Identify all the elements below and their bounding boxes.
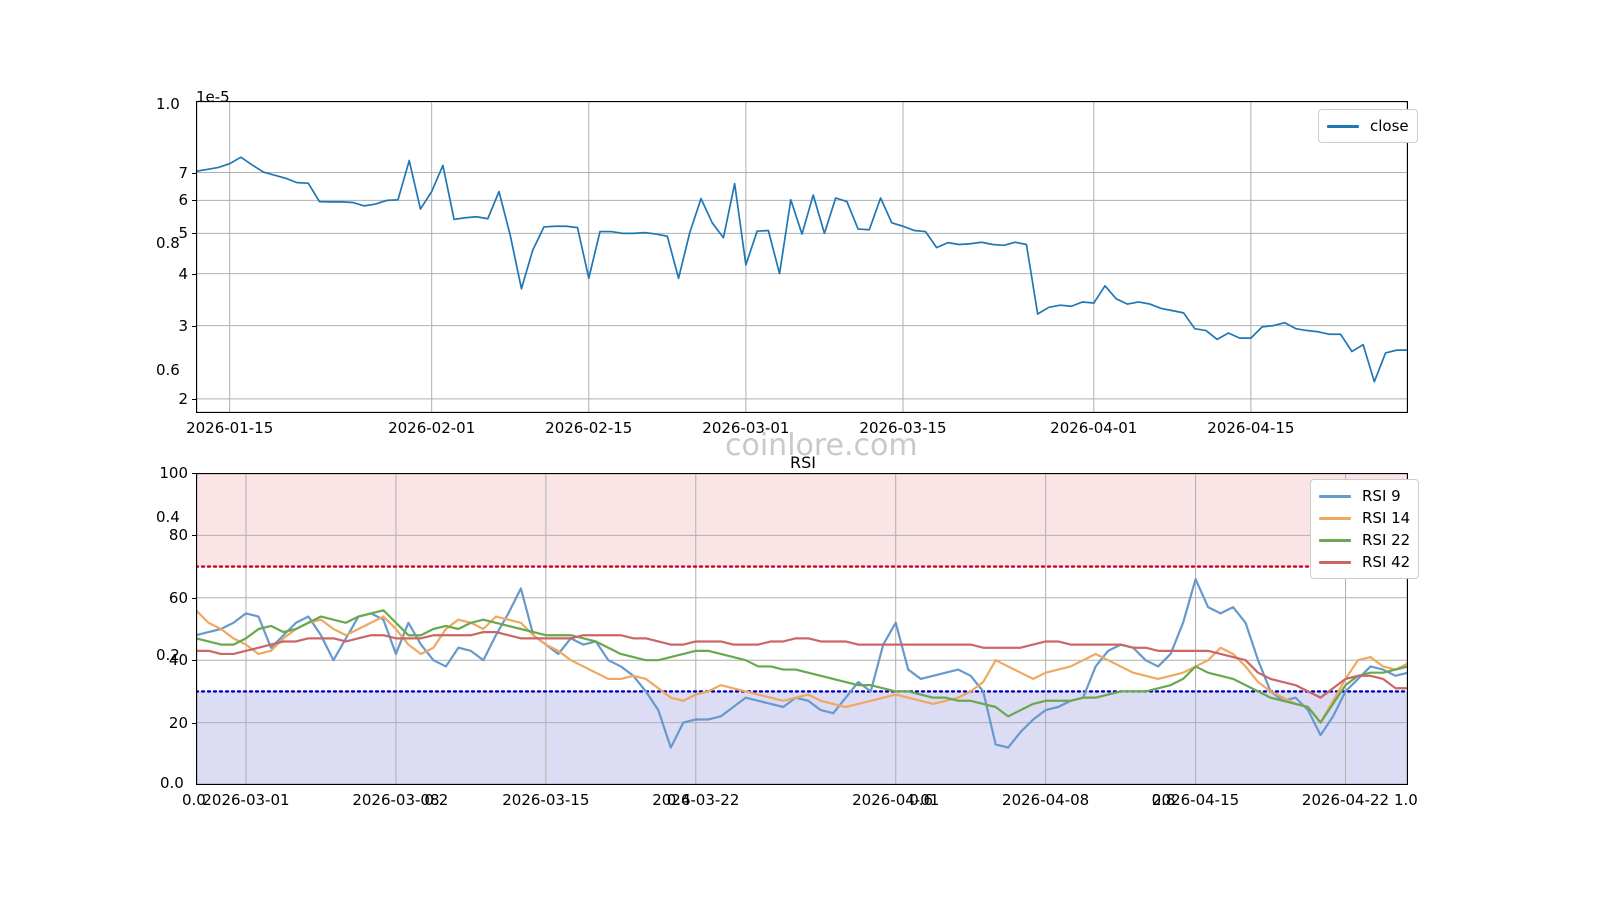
rsi-y-tickmark (192, 660, 196, 662)
rsi-chart-panel (196, 473, 1408, 785)
rsi-y-tick-60: 60 (168, 588, 188, 607)
rsi-y-tick-20: 20 (168, 713, 188, 732)
legend-color-swatch-close (1327, 124, 1359, 128)
rsi-panel-title: RSI (790, 453, 816, 472)
price-y-tickmark (192, 233, 196, 235)
rsi-plot-svg (196, 473, 1408, 785)
price-y-tickmark (192, 172, 196, 174)
outer-x-tick-0.0: 0.0 (182, 791, 206, 809)
outer-y-tick-0.6: 0.6 (156, 361, 180, 379)
rsi-x-tick-2026-04-01: 2026-04-01 (852, 791, 940, 809)
legend-label: close (1370, 117, 1409, 135)
outer-y-tick-0.4: 0.4 (156, 508, 180, 526)
rsi-y-tickmark (192, 722, 196, 724)
price-y-tick-7: 7 (178, 163, 188, 182)
outer-y-tick-0.0: 0.0 (160, 774, 184, 792)
rsi-x-tick-2026-03-22: 2026-03-22 (652, 791, 740, 809)
legend-color-swatch-RSI-9 (1319, 494, 1351, 498)
legend-label: RSI 14 (1362, 509, 1411, 527)
outer-y-tick-1.0: 1.0 (156, 95, 180, 113)
price-y-tick-2: 2 (178, 389, 188, 408)
price-y-tick-3: 3 (178, 316, 188, 335)
rsi-y-tick-40: 40 (168, 651, 188, 670)
price-y-tickmark (192, 273, 196, 275)
rsi-legend-item-RSI-14[interactable]: RSI 14 (1319, 507, 1410, 529)
legend-color-swatch-RSI-22 (1319, 538, 1351, 542)
price-y-tickmark (192, 398, 196, 400)
outer-x-tick-1.0: 1.0 (1394, 791, 1418, 809)
rsi-y-tickmark (192, 473, 196, 474)
rsi-x-tick-2026-03-08: 2026-03-08 (352, 791, 440, 809)
outer-x-tick-0.6: 0.6 (909, 791, 934, 809)
rsi-x-tick-2026-03-15: 2026-03-15 (502, 791, 590, 809)
price-x-tick-2026-01-15: 2026-01-15 (186, 419, 274, 437)
outer-y-tick-0.2: 0.2 (156, 646, 180, 664)
outer-x-tick-0.2: 0.2 (424, 791, 449, 809)
price-y-axis-offset-text: 1e-5 (196, 88, 230, 106)
rsi-y-tickmark (192, 535, 196, 537)
price-y-tickmark (192, 200, 196, 202)
price-x-tick-2026-02-15: 2026-02-15 (545, 419, 633, 437)
rsi-legend[interactable]: RSI 9 RSI 14 RSI 22 RSI 42 (1310, 479, 1420, 579)
legend-label: RSI 9 (1362, 487, 1401, 505)
price-legend[interactable]: close (1318, 109, 1418, 143)
price-plot-svg (196, 101, 1408, 413)
rsi-y-tick-80: 80 (168, 526, 188, 545)
rsi-x-tick-2026-03-01: 2026-03-01 (202, 791, 290, 809)
price-x-tick-2026-03-15: 2026-03-15 (859, 419, 947, 437)
legend-label: RSI 42 (1362, 553, 1411, 571)
price-x-tick-2026-02-01: 2026-02-01 (388, 419, 476, 437)
price-chart-panel (196, 101, 1408, 413)
rsi-y-tick-100: 100 (159, 464, 188, 482)
outer-y-tick-0.8: 0.8 (156, 234, 180, 252)
price-legend-item-close[interactable]: close (1327, 115, 1409, 137)
rsi-legend-item-RSI-42[interactable]: RSI 42 (1319, 551, 1410, 573)
rsi-x-tick-2026-04-15: 2026-04-15 (1151, 791, 1240, 809)
rsi-y-tickmark (192, 597, 196, 599)
coinlore-watermark: coinlore.com (725, 428, 918, 463)
rsi-legend-item-RSI-9[interactable]: RSI 9 (1319, 485, 1410, 507)
price-y-tick-5: 5 (178, 224, 188, 243)
outer-x-tick-0.8: 0.8 (1151, 791, 1176, 809)
rsi-legend-item-RSI-22[interactable]: RSI 22 (1319, 529, 1410, 551)
legend-color-swatch-RSI-14 (1319, 516, 1351, 520)
price-x-tick-2026-04-15: 2026-04-15 (1207, 419, 1295, 437)
legend-color-swatch-RSI-42 (1319, 560, 1351, 564)
rsi-x-tick-2026-04-08: 2026-04-08 (1002, 791, 1090, 809)
outer-x-tick-0.4: 0.4 (666, 791, 691, 809)
legend-label: RSI 22 (1362, 531, 1411, 549)
price-y-tick-6: 6 (178, 191, 188, 210)
price-x-tick-2026-04-01: 2026-04-01 (1050, 419, 1138, 437)
price-x-tick-2026-03-01: 2026-03-01 (702, 419, 790, 437)
rsi-x-tick-2026-04-22: 2026-04-22 (1301, 791, 1390, 809)
price-y-tickmark (192, 325, 196, 327)
price-y-tick-4: 4 (178, 264, 188, 283)
